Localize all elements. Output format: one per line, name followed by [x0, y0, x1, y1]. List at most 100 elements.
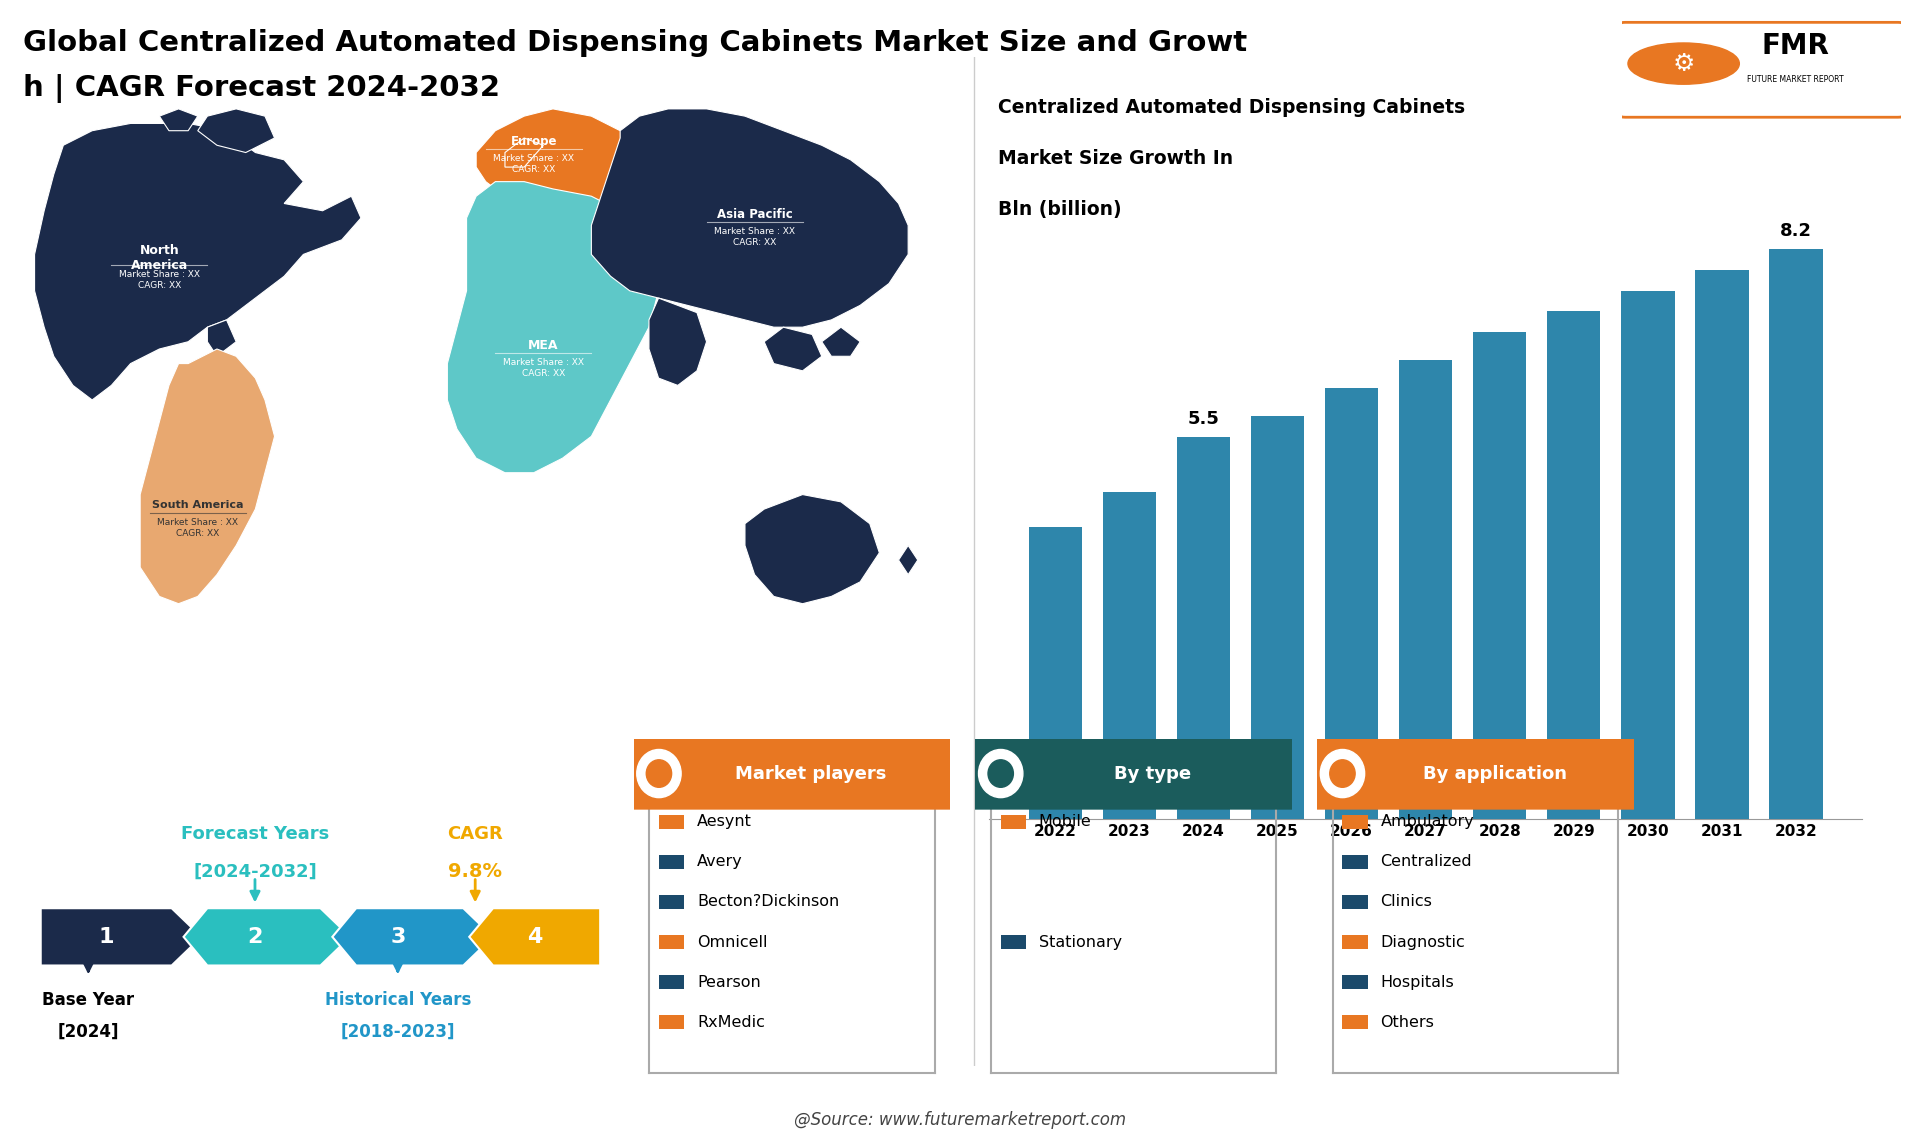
Text: North
America: North America [131, 244, 188, 272]
Text: Forecast Years: Forecast Years [180, 825, 328, 843]
Text: 5.5: 5.5 [1187, 410, 1219, 429]
Bar [1548, 312, 1601, 819]
Text: By application: By application [1423, 764, 1567, 783]
Text: Historical Years: Historical Years [324, 991, 470, 1010]
Text: 2: 2 [248, 927, 263, 947]
Text: CAGR: XX: CAGR: XX [733, 237, 776, 246]
Polygon shape [745, 495, 879, 604]
FancyBboxPatch shape [659, 815, 684, 829]
Polygon shape [899, 545, 918, 574]
Text: FUTURE MARKET REPORT: FUTURE MARKET REPORT [1747, 74, 1843, 84]
Text: Becton?Dickinson: Becton?Dickinson [697, 894, 839, 910]
Text: Market Share : XX: Market Share : XX [157, 518, 238, 527]
Text: Europe: Europe [511, 135, 557, 148]
Polygon shape [468, 908, 601, 965]
Bar [1102, 493, 1156, 819]
Text: Market Share : XX: Market Share : XX [503, 358, 584, 367]
Polygon shape [822, 328, 860, 356]
FancyBboxPatch shape [1342, 855, 1367, 869]
Polygon shape [591, 109, 908, 328]
Text: 4: 4 [526, 927, 543, 947]
Text: Market players: Market players [735, 764, 887, 783]
Circle shape [647, 760, 672, 787]
FancyBboxPatch shape [1620, 22, 1903, 117]
Bar [1620, 291, 1674, 819]
Text: @Source: www.futuremarketreport.com: @Source: www.futuremarketreport.com [795, 1110, 1125, 1129]
Polygon shape [140, 350, 275, 604]
Text: FMR: FMR [1761, 32, 1830, 60]
Text: Market Size Growth In: Market Size Growth In [998, 149, 1233, 168]
Text: Omnicell: Omnicell [697, 934, 768, 950]
FancyBboxPatch shape [1309, 738, 1642, 809]
Text: RxMedic: RxMedic [697, 1014, 764, 1030]
Bar [1695, 269, 1749, 819]
Circle shape [989, 760, 1014, 787]
Text: Aesynt: Aesynt [697, 814, 753, 830]
Text: MEA: MEA [528, 339, 559, 352]
Text: CAGR: XX: CAGR: XX [138, 281, 180, 290]
Text: 1: 1 [98, 927, 113, 947]
Bar [1400, 360, 1452, 819]
FancyBboxPatch shape [1342, 975, 1367, 989]
Bar [1029, 527, 1081, 819]
Text: [2018-2023]: [2018-2023] [340, 1022, 455, 1041]
Text: CAGR: XX: CAGR: XX [177, 528, 219, 537]
Text: 8.2: 8.2 [1780, 222, 1812, 241]
Circle shape [637, 749, 682, 798]
Polygon shape [198, 109, 275, 152]
FancyBboxPatch shape [1342, 815, 1367, 829]
FancyBboxPatch shape [659, 935, 684, 949]
FancyBboxPatch shape [659, 975, 684, 989]
Bar [1325, 388, 1379, 819]
FancyBboxPatch shape [1342, 935, 1367, 949]
Text: Diagnostic: Diagnostic [1380, 934, 1465, 950]
Polygon shape [35, 124, 361, 400]
Bar [1177, 437, 1231, 819]
Polygon shape [476, 196, 515, 226]
FancyBboxPatch shape [659, 855, 684, 869]
FancyBboxPatch shape [1342, 895, 1367, 909]
Circle shape [1331, 760, 1356, 787]
FancyBboxPatch shape [626, 738, 958, 809]
Text: Asia Pacific: Asia Pacific [716, 207, 793, 221]
Text: Others: Others [1380, 1014, 1434, 1030]
Text: Centralized Automated Dispensing Cabinets: Centralized Automated Dispensing Cabinet… [998, 99, 1465, 117]
FancyBboxPatch shape [1342, 1015, 1367, 1029]
Polygon shape [764, 328, 822, 371]
Bar [1770, 249, 1822, 819]
Polygon shape [447, 181, 659, 472]
FancyBboxPatch shape [1000, 935, 1025, 949]
Text: CAGR: XX: CAGR: XX [513, 165, 555, 174]
Text: Avery: Avery [697, 854, 743, 870]
Text: ⚙: ⚙ [1672, 52, 1695, 76]
Text: Hospitals: Hospitals [1380, 974, 1453, 990]
Text: 9.8%: 9.8% [447, 862, 503, 881]
Polygon shape [505, 138, 543, 167]
Text: Centralized: Centralized [1380, 854, 1473, 870]
Text: Global Centralized Automated Dispensing Cabinets Market Size and Growt: Global Centralized Automated Dispensing … [23, 29, 1248, 56]
FancyBboxPatch shape [968, 738, 1300, 809]
Polygon shape [40, 908, 202, 965]
Text: CAGR: XX: CAGR: XX [522, 369, 564, 377]
Text: [2024-2032]: [2024-2032] [194, 862, 317, 880]
Text: Market Share : XX: Market Share : XX [119, 270, 200, 280]
Text: Clinics: Clinics [1380, 894, 1432, 910]
Text: CAGR: CAGR [447, 825, 503, 843]
Polygon shape [184, 908, 349, 965]
Circle shape [979, 749, 1023, 798]
Text: Mobile: Mobile [1039, 814, 1091, 830]
Text: By type: By type [1114, 764, 1190, 783]
Text: Market Share : XX: Market Share : XX [493, 154, 574, 163]
Text: [2024]: [2024] [58, 1022, 119, 1041]
Text: Ambulatory: Ambulatory [1380, 814, 1475, 830]
FancyBboxPatch shape [1000, 815, 1025, 829]
Text: South America: South America [152, 501, 244, 510]
Polygon shape [332, 908, 493, 965]
Circle shape [1321, 749, 1365, 798]
Polygon shape [159, 109, 198, 131]
Text: Bln (billion): Bln (billion) [998, 201, 1121, 219]
Text: Pearson: Pearson [697, 974, 760, 990]
FancyBboxPatch shape [659, 895, 684, 909]
Text: h | CAGR Forecast 2024-2032: h | CAGR Forecast 2024-2032 [23, 74, 499, 103]
Text: 3: 3 [390, 927, 405, 947]
